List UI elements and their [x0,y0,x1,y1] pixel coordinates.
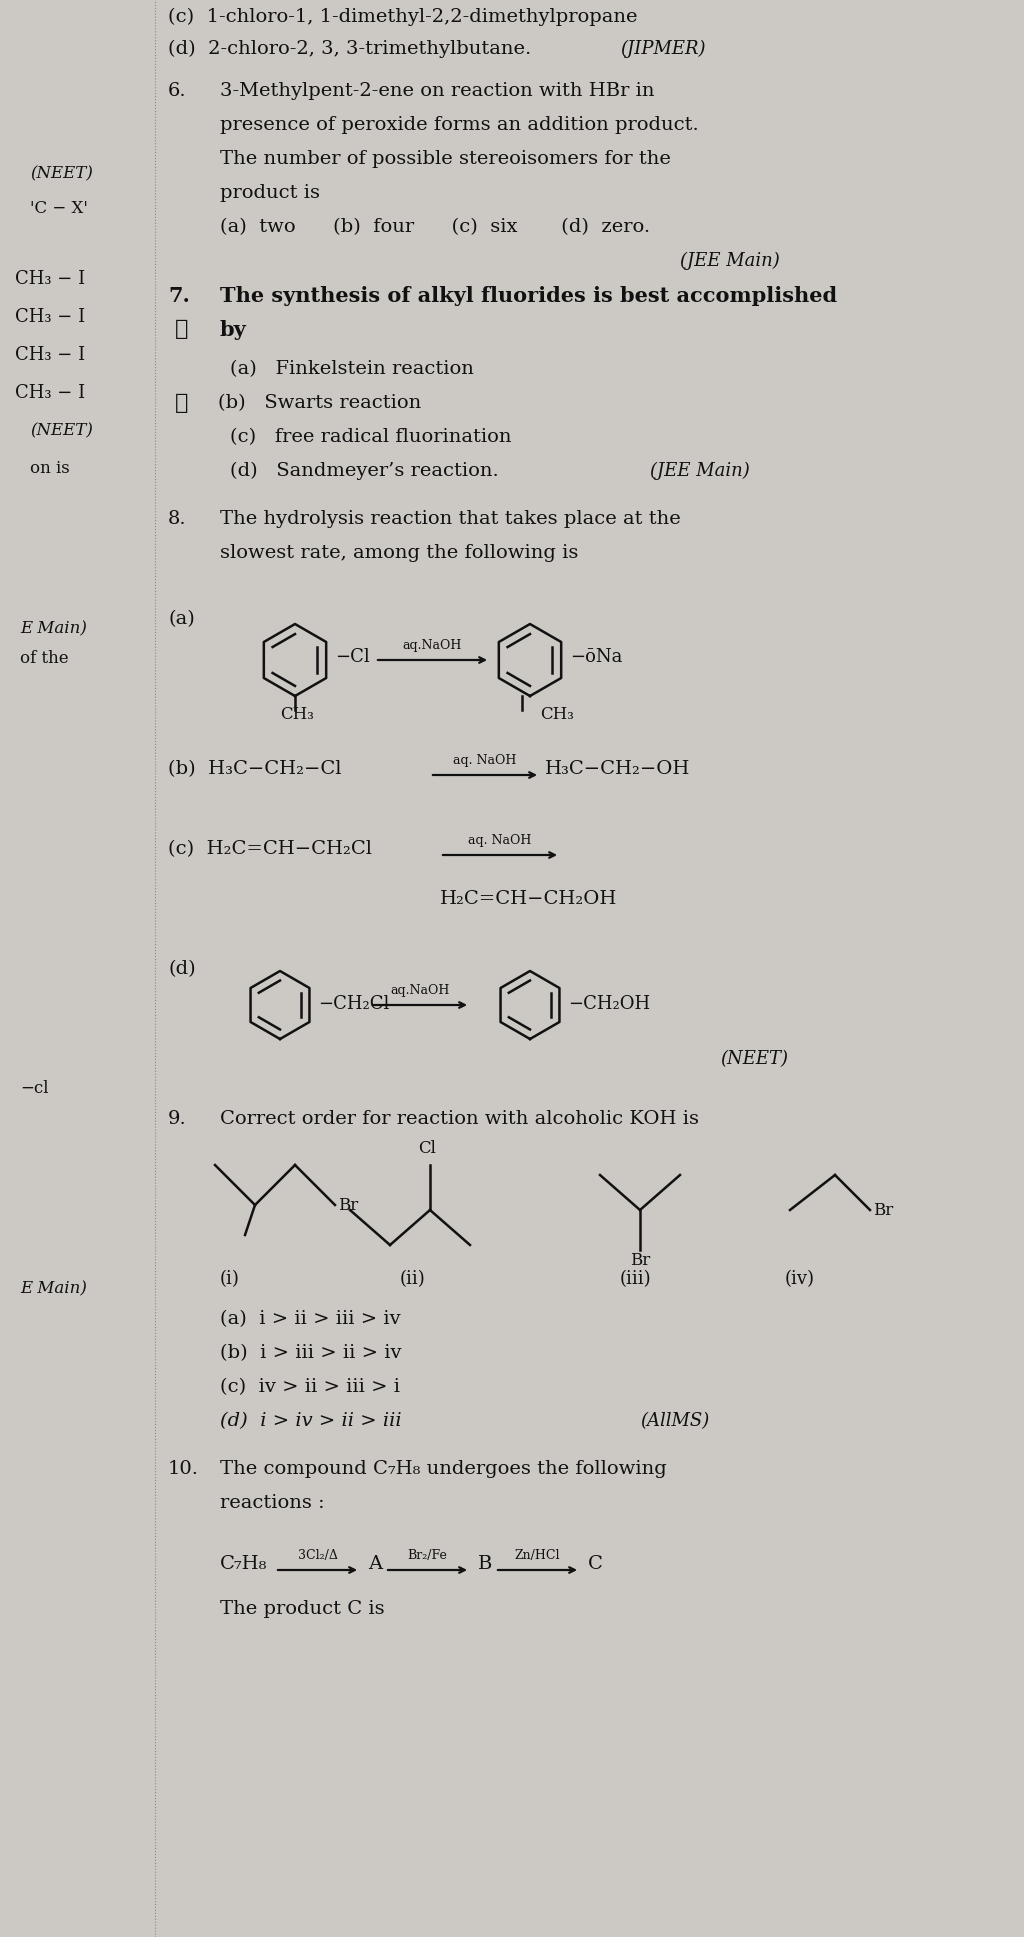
Text: (a)  two      (b)  four      (c)  six       (d)  zero.: (a) two (b) four (c) six (d) zero. [220,219,650,236]
Text: (iii): (iii) [620,1271,651,1288]
Text: product is: product is [220,184,319,201]
Text: of the: of the [20,651,69,666]
Text: 7.: 7. [168,287,189,306]
Text: slowest rate, among the following is: slowest rate, among the following is [220,544,579,562]
Text: on is: on is [30,459,70,477]
Text: H₂C=CH−CH₂OH: H₂C=CH−CH₂OH [440,889,617,908]
Text: (d)   Sandmeyer’s reaction.: (d) Sandmeyer’s reaction. [230,463,499,480]
Text: aq.NaOH: aq.NaOH [390,984,450,998]
Text: Br₂/Fe: Br₂/Fe [408,1550,447,1561]
Text: −CH₂OH: −CH₂OH [568,996,650,1013]
Text: The compound C₇H₈ undergoes the following: The compound C₇H₈ undergoes the followin… [220,1460,667,1478]
Text: (b)  H₃C−CH₂−Cl: (b) H₃C−CH₂−Cl [168,759,341,779]
Text: 3Cl₂/Δ: 3Cl₂/Δ [298,1550,338,1561]
Text: aq. NaOH: aq. NaOH [468,835,531,846]
Text: Br: Br [630,1251,650,1269]
Text: The synthesis of alkyl fluorides is best accomplished: The synthesis of alkyl fluorides is best… [220,287,838,306]
Text: −CH₂Cl: −CH₂Cl [318,996,389,1013]
Text: CH₃ − I: CH₃ − I [15,347,85,364]
Text: The product C is: The product C is [220,1600,385,1617]
Text: Correct order for reaction with alcoholic KOH is: Correct order for reaction with alcoholi… [220,1110,699,1127]
Text: (a)   Finkelstein reaction: (a) Finkelstein reaction [230,360,474,378]
Text: E Main): E Main) [20,620,87,637]
Text: (d)  i > iv > ii > iii: (d) i > iv > ii > iii [220,1412,401,1430]
Text: (b)   Swarts reaction: (b) Swarts reaction [218,393,421,413]
Text: (NEET): (NEET) [720,1050,788,1067]
Text: (JEE Main): (JEE Main) [650,463,750,480]
Text: 8.: 8. [168,509,186,529]
Text: (c)  1-chloro-1, 1-dimethyl-2,2-dimethylpropane: (c) 1-chloro-1, 1-dimethyl-2,2-dimethylp… [168,8,638,27]
Text: 9.: 9. [168,1110,186,1127]
Text: −ōNa: −ōNa [570,649,623,666]
Text: (NEET): (NEET) [30,165,93,182]
Text: (ii): (ii) [400,1271,426,1288]
Text: Br: Br [338,1197,358,1214]
Text: Cl: Cl [418,1141,436,1156]
Text: (AllMS): (AllMS) [640,1412,710,1430]
Text: (a): (a) [168,610,195,628]
Text: (JEE Main): (JEE Main) [680,252,779,271]
Text: aq.NaOH: aq.NaOH [402,639,462,653]
Text: B: B [478,1555,493,1573]
Text: reactions :: reactions : [220,1493,325,1513]
Text: Zn/HCl: Zn/HCl [515,1550,560,1561]
Text: C₇H₈: C₇H₈ [220,1555,267,1573]
Text: E Main): E Main) [20,1280,87,1298]
Text: 'C − X': 'C − X' [30,200,88,217]
Text: (c)  H₂C=CH−CH₂Cl: (c) H₂C=CH−CH₂Cl [168,841,372,858]
Text: CH₃ − I: CH₃ − I [15,308,85,325]
Text: (b)  i > iii > ii > iv: (b) i > iii > ii > iv [220,1344,401,1362]
Text: (JIPMER): (JIPMER) [620,41,706,58]
Text: (NEET): (NEET) [30,422,93,440]
Text: (a)  i > ii > iii > iv: (a) i > ii > iii > iv [220,1309,400,1329]
Text: (d)  2-chloro-2, 3, 3-trimethylbutane.: (d) 2-chloro-2, 3, 3-trimethylbutane. [168,41,531,58]
Text: H₃C−CH₂−OH: H₃C−CH₂−OH [545,759,690,779]
Text: CH₃ − I: CH₃ − I [15,269,85,289]
Text: ✓: ✓ [175,318,188,341]
Text: (c)   free radical fluorination: (c) free radical fluorination [230,428,512,446]
Text: by: by [220,320,247,341]
Text: −cl: −cl [20,1081,48,1096]
Text: CH₃ − I: CH₃ − I [15,384,85,403]
Text: A: A [368,1555,382,1573]
Text: The hydrolysis reaction that takes place at the: The hydrolysis reaction that takes place… [220,509,681,529]
Text: C: C [588,1555,603,1573]
Text: Br: Br [873,1203,893,1218]
Text: CH₃: CH₃ [280,705,314,723]
Text: ✓: ✓ [175,391,188,415]
Text: 6.: 6. [168,81,186,101]
Text: (iv): (iv) [785,1271,815,1288]
Text: (c)  iv > ii > iii > i: (c) iv > ii > iii > i [220,1377,400,1397]
Text: (d): (d) [168,961,196,978]
Text: aq. NaOH: aq. NaOH [454,753,517,767]
Text: 10.: 10. [168,1460,199,1478]
Text: CH₃: CH₃ [540,705,573,723]
Text: The number of possible stereoisomers for the: The number of possible stereoisomers for… [220,149,671,169]
Text: 3-Methylpent-2-ene on reaction with HBr in: 3-Methylpent-2-ene on reaction with HBr … [220,81,654,101]
Text: presence of peroxide forms an addition product.: presence of peroxide forms an addition p… [220,116,698,134]
Text: −Cl: −Cl [335,649,370,666]
Text: (i): (i) [220,1271,240,1288]
